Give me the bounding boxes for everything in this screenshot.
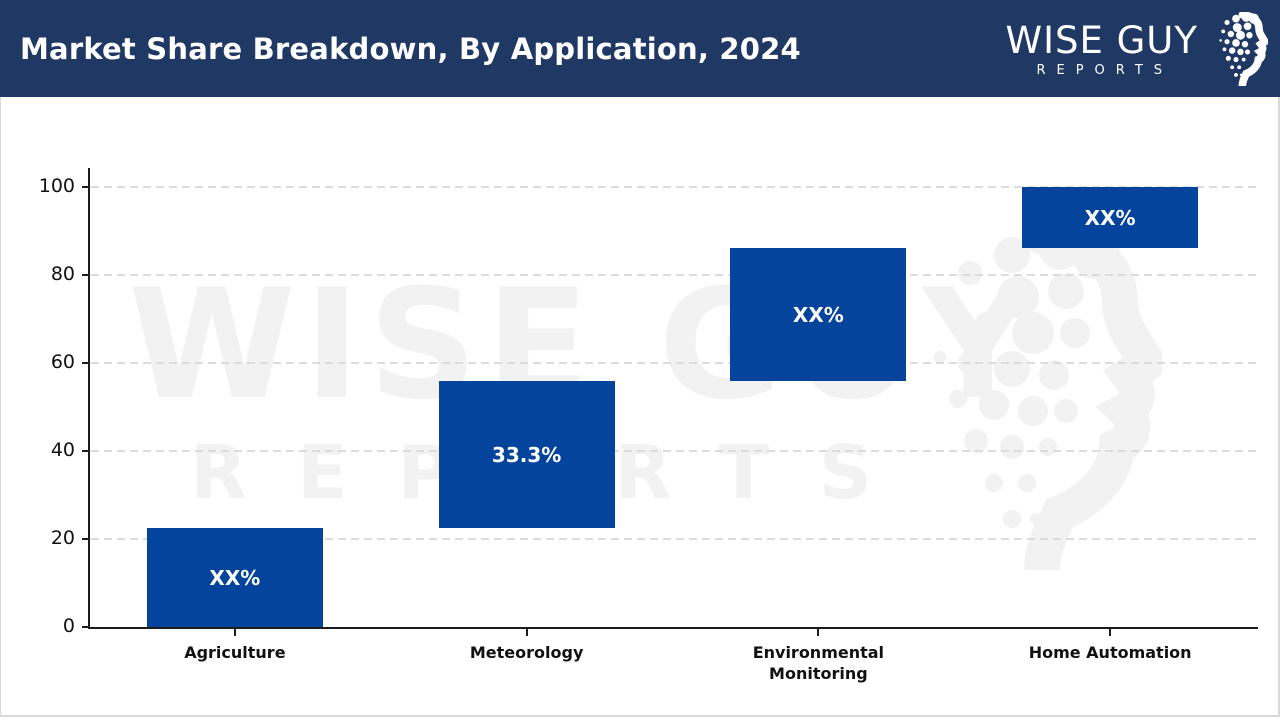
y-tick-label: 80 [50,263,75,285]
x-tick [525,629,528,636]
bar: XX% [146,528,323,627]
y-tick-label: 60 [50,351,75,373]
brand-wordmark: WISE GUY [1005,18,1198,62]
panel-border-right [1278,97,1280,717]
brand-logo: WISE GUY REPORTS [1006,8,1268,90]
y-tick [82,186,89,188]
bar: XX% [1022,187,1199,249]
watermark-head-icon [934,225,1162,570]
y-axis-line [88,168,90,629]
x-tick [817,629,820,636]
bar-value-label: XX% [209,565,261,590]
bar: XX% [730,248,907,382]
x-axis-label: Meteorology [469,643,584,662]
gridline [91,186,1256,188]
bar: 33.3% [438,381,615,528]
x-axis-label: Environmental Monitoring [752,643,885,683]
y-tick-label: 40 [50,439,75,461]
x-tick [1109,629,1112,636]
y-tick [82,274,89,276]
y-tick-label: 0 [62,615,75,637]
x-tick [233,629,236,636]
header: Market Share Breakdown, By Application, … [0,0,1280,97]
x-axis-label: Agriculture [184,643,286,662]
y-tick [82,450,89,452]
bar-value-label: XX% [792,302,844,327]
x-axis-line [88,627,1258,629]
gridline [91,274,1256,276]
panel-border-bottom [0,715,1280,717]
wiseguy-head-icon [1219,12,1268,86]
gridline [91,362,1256,364]
gridline [91,450,1256,452]
gridline [91,538,1256,540]
y-tick [82,626,89,628]
panel-border-left [0,97,1,717]
page-title: Market Share Breakdown, By Application, … [20,31,801,66]
brand-subtext: REPORTS [1036,62,1174,78]
bar-value-label: XX% [1084,205,1136,230]
x-axis-label: Home Automation [1028,643,1192,662]
y-tick [82,538,89,540]
y-tick [82,362,89,364]
bar-value-label: 33.3% [491,442,562,467]
y-tick-label: 20 [50,527,75,549]
brand-text: WISE GUY REPORTS [1005,18,1198,78]
y-tick-label: 100 [38,175,75,197]
chart-panel: WISE GUY REPORTS 020406080100XX%Agricult… [0,97,1280,720]
